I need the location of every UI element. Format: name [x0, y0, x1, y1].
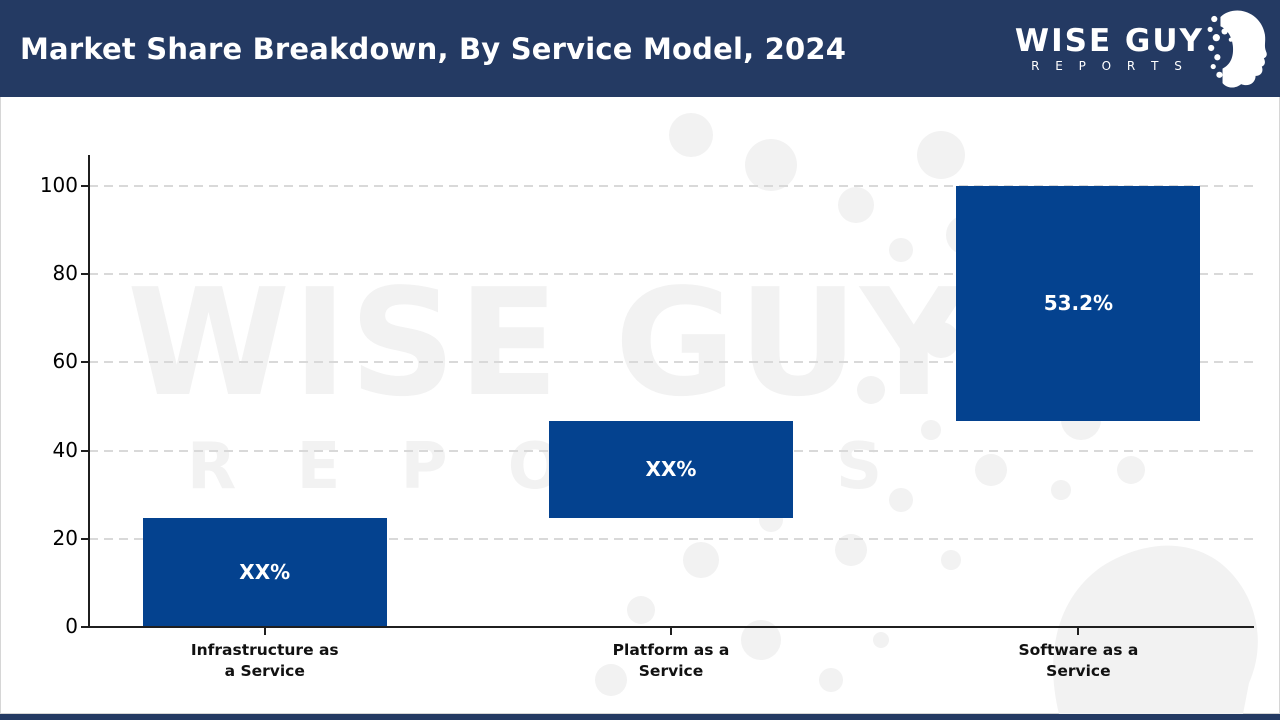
y-tick-mark [81, 361, 88, 364]
x-tick-mark [670, 628, 672, 635]
gridline [89, 273, 1253, 276]
x-category-label: Software as a Service [1018, 640, 1138, 682]
gridline [89, 361, 1253, 364]
footer-strip [0, 714, 1280, 720]
bar-value-label: XX% [645, 457, 697, 482]
x-tick-mark [263, 628, 266, 635]
bar: XX% [142, 517, 387, 627]
y-tick-mark [81, 449, 88, 452]
y-tick-label: 0 [65, 614, 78, 638]
x-category-label-line: Software as a [1018, 641, 1139, 659]
y-tick-mark [81, 626, 88, 628]
y-tick-mark [81, 184, 88, 187]
y-tick-mark [81, 273, 88, 276]
x-tick-mark [1077, 628, 1080, 635]
x-category-label-line: a Service [224, 662, 305, 680]
watermark-wordmark: WISE GUY [127, 257, 970, 429]
bar-value-label: 53.2% [1043, 291, 1114, 316]
header: Market Share Breakdown, By Service Model… [0, 0, 1280, 97]
y-tick-label: 60 [52, 349, 78, 374]
logo-head-icon [1207, 10, 1267, 88]
bar: 53.2% [956, 185, 1201, 421]
wiseguy-logo: WISE GUY R E P O R T S [1015, 4, 1268, 94]
x-category-label: Infrastructure as a Service [191, 640, 339, 682]
y-tick-mark [81, 537, 88, 540]
logo-subtitle: R E P O R T S [1031, 59, 1188, 74]
x-category-label-line: Service [1046, 662, 1111, 680]
y-tick-label: 20 [52, 525, 78, 550]
y-axis-spine [88, 155, 90, 628]
chart-area: WISE GUY R E P O R T S [0, 97, 1280, 714]
x-category-label-line: Infrastructure as [190, 641, 339, 659]
y-tick-label: 100 [39, 172, 78, 197]
x-axis-spine [88, 626, 1254, 628]
x-category-label-line: Platform as a [612, 641, 730, 659]
y-tick-label: 80 [52, 261, 78, 286]
y-tick-label: 40 [52, 437, 78, 462]
gridline [89, 537, 1253, 540]
chart-title: Market Share Breakdown, By Service Model… [20, 31, 847, 66]
logo-wordmark: WISE GUY [1014, 22, 1204, 59]
watermark-subtitle: R E P O R T S [187, 430, 902, 504]
x-category-label: Platform as a Service [613, 640, 730, 682]
x-category-label-line: Service [638, 662, 704, 680]
bar-value-label: XX% [239, 560, 291, 585]
gridline [89, 184, 1253, 187]
bar: XX% [549, 420, 793, 518]
